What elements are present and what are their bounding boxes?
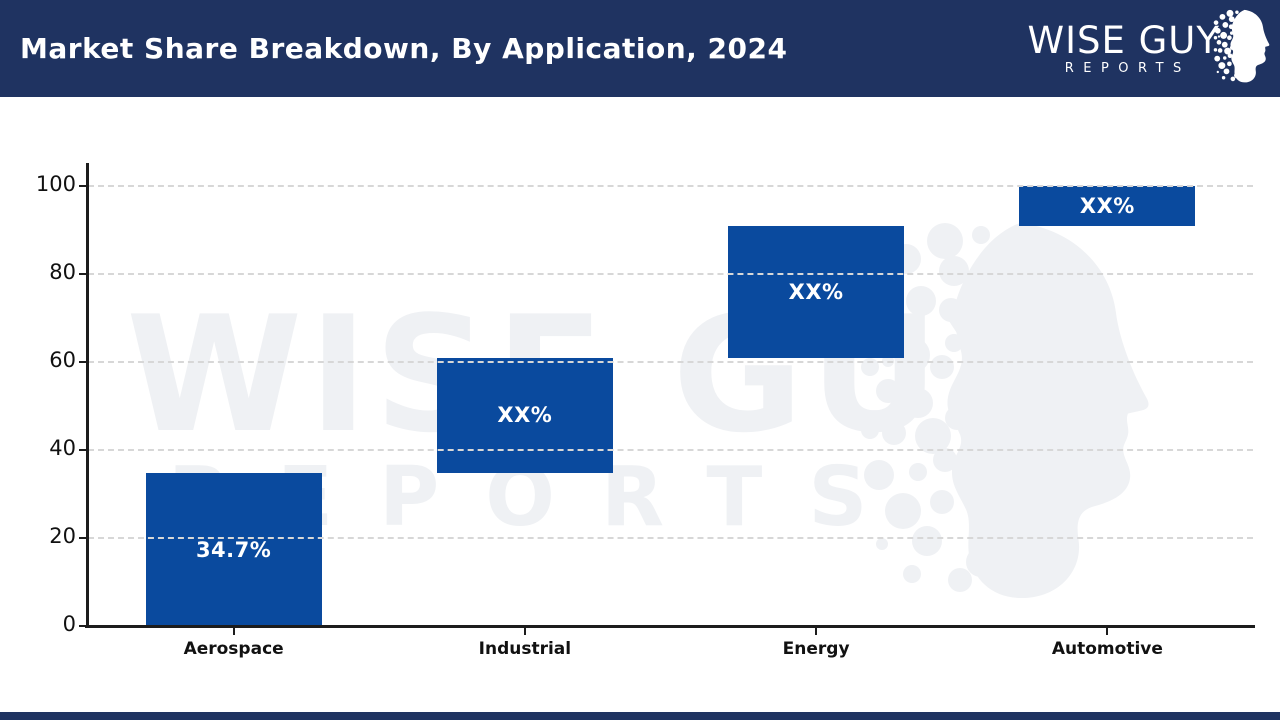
y-tick-label-20: 20 bbox=[49, 524, 76, 548]
x-axis-line bbox=[85, 625, 1255, 628]
bar-energy: XX% bbox=[728, 225, 905, 358]
bar-value-label-industrial: XX% bbox=[497, 403, 553, 428]
gridline-80 bbox=[88, 273, 1253, 275]
bar-value-label-automotive: XX% bbox=[1079, 193, 1135, 218]
y-tick-label-100: 100 bbox=[35, 172, 76, 196]
bar-value-label-energy: XX% bbox=[788, 279, 844, 304]
page-title: Market Share Breakdown, By Application, … bbox=[20, 32, 788, 65]
wiseguy-head-icon bbox=[1213, 9, 1270, 83]
footer-bar bbox=[0, 712, 1280, 720]
brand-logo: WISE GUY REPORTS bbox=[1028, 5, 1270, 93]
bar-value-label-aerospace: 34.7% bbox=[195, 537, 272, 562]
y-axis-line bbox=[86, 163, 89, 628]
y-tick-40 bbox=[79, 449, 87, 451]
logo-wordmark: WISE GUY REPORTS bbox=[1027, 18, 1220, 77]
y-tick-label-60: 60 bbox=[49, 348, 76, 372]
y-tick-label-0: 0 bbox=[62, 612, 76, 636]
header-bar: Market Share Breakdown, By Application, … bbox=[0, 0, 1280, 97]
y-tick-20 bbox=[79, 537, 87, 539]
y-tick-0 bbox=[79, 625, 87, 627]
y-tick-100 bbox=[79, 185, 87, 187]
bar-automotive: XX% bbox=[1019, 186, 1196, 226]
y-tick-label-80: 80 bbox=[49, 260, 76, 284]
gridline-20 bbox=[88, 537, 1253, 539]
gridline-40 bbox=[88, 449, 1253, 451]
logo-wordmark-line1: WISE GUY bbox=[1027, 18, 1220, 62]
x-tick-aerospace bbox=[232, 628, 235, 635]
gridline-60 bbox=[88, 361, 1253, 363]
bar-industrial: XX% bbox=[436, 357, 613, 474]
y-tick-60 bbox=[79, 361, 87, 363]
x-tick-automotive bbox=[1106, 628, 1109, 635]
x-tick-label-aerospace: Aerospace bbox=[183, 639, 284, 659]
y-tick-label-40: 40 bbox=[49, 436, 76, 460]
x-tick-label-automotive: Automotive bbox=[1051, 639, 1163, 659]
x-tick-industrial bbox=[523, 628, 526, 635]
x-tick-label-industrial: Industrial bbox=[478, 639, 572, 659]
x-tick-label-energy: Energy bbox=[782, 639, 850, 659]
logo-wordmark-line2: REPORTS bbox=[1064, 61, 1191, 77]
gridline-100 bbox=[88, 185, 1253, 187]
x-tick-energy bbox=[815, 628, 818, 635]
bar-aerospace: 34.7% bbox=[145, 473, 322, 626]
y-tick-80 bbox=[79, 273, 87, 275]
